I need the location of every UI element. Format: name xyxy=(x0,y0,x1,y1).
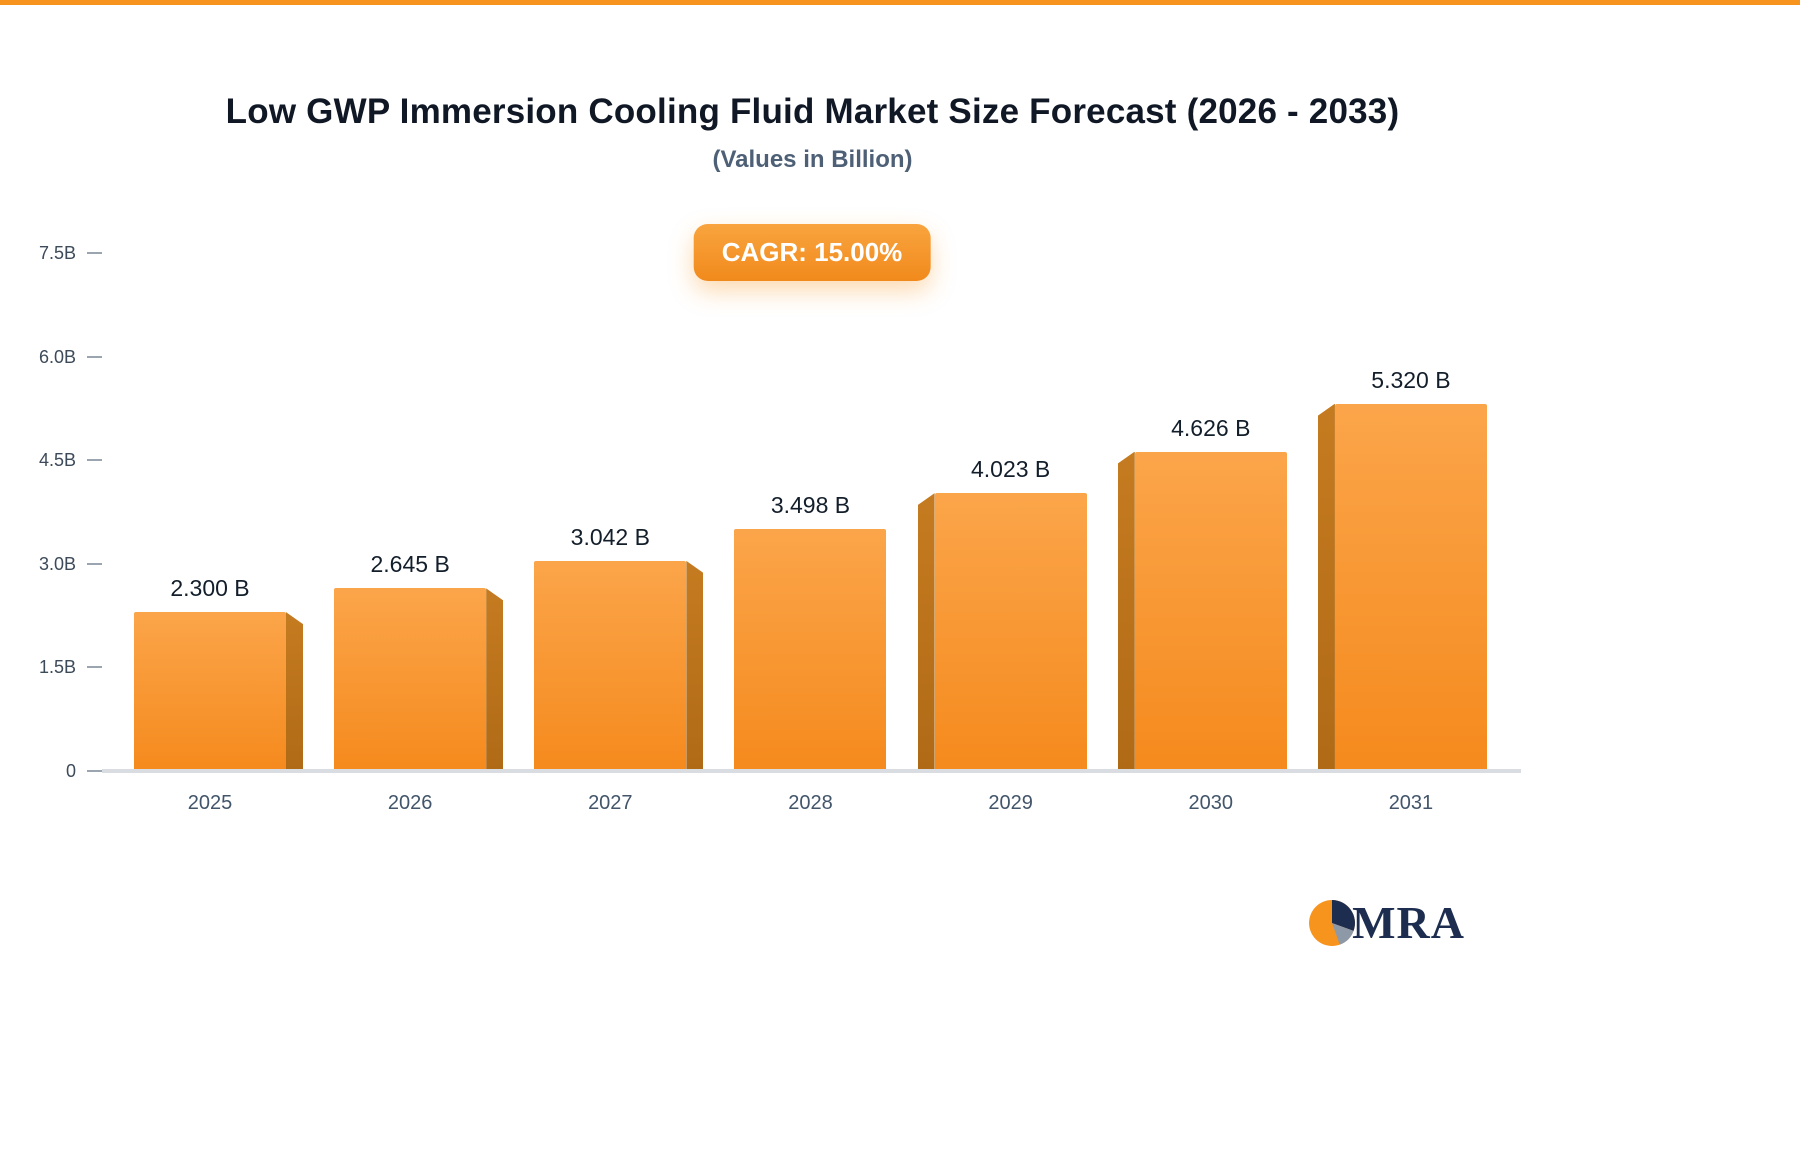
bar-2025[interactable] xyxy=(134,612,303,771)
bar-group: 2.645 B 2026 xyxy=(334,253,504,814)
bar-2028[interactable] xyxy=(734,529,887,771)
bar-value-label: 5.320 B xyxy=(1371,366,1451,393)
bar-group: 3.498 B 2028 xyxy=(734,253,887,814)
y-axis-tick-label: 3.0B xyxy=(38,553,76,574)
y-axis-tick-label: 1.5B xyxy=(38,657,76,678)
bar-group: 3.042 B 2027 xyxy=(534,253,704,814)
y-axis-tick-label: 7.5B xyxy=(38,243,76,263)
bar-value-label: 3.498 B xyxy=(770,492,851,519)
bar-2026[interactable] xyxy=(334,588,504,771)
x-axis-label: 2026 xyxy=(387,792,433,814)
bar-group: 4.626 B 2030 xyxy=(1117,253,1287,814)
x-axis-label: 2028 xyxy=(788,792,833,814)
y-axis-tick-mark xyxy=(87,355,102,358)
y-axis-tick-mark xyxy=(87,459,102,462)
mra-logo-pie-icon xyxy=(1309,899,1356,946)
bar-2029[interactable] xyxy=(917,493,1087,771)
chart-header: Low GWP Immersion Cooling Fluid Market S… xyxy=(110,92,1515,174)
top-accent-bar xyxy=(0,0,1800,5)
bar-value-label: 2.645 B xyxy=(370,551,450,578)
x-axis-label: 2029 xyxy=(988,792,1033,814)
bar-3d-side xyxy=(917,493,935,771)
chart-title: Low GWP Immersion Cooling Fluid Market S… xyxy=(225,92,1400,131)
y-axis-tick-mark xyxy=(87,562,102,565)
x-axis-label: 2031 xyxy=(1388,792,1434,814)
mra-logo-text: MRA xyxy=(1352,897,1465,948)
cagr-badge: CAGR: 15.00% xyxy=(693,224,931,281)
x-axis-label: 2027 xyxy=(588,792,633,814)
bar-2027[interactable] xyxy=(534,560,704,771)
y-axis-tick-label: 4.5B xyxy=(38,450,76,471)
bar-3d-side xyxy=(1117,451,1135,771)
y-axis-tick-label: 6.0B xyxy=(38,346,76,367)
bar-3d-side xyxy=(286,612,303,771)
bar-group: 4.023 B 2029 xyxy=(917,253,1087,814)
bar-value-label: 4.023 B xyxy=(970,456,1051,483)
y-axis-tick-mark xyxy=(87,770,102,772)
x-axis-label: 2030 xyxy=(1188,792,1234,814)
x-axis-label: 2025 xyxy=(187,792,233,814)
bar-value-label: 2.300 B xyxy=(170,575,250,602)
chart-subtitle: (Values in Billion) xyxy=(712,146,913,173)
y-axis-tick-mark xyxy=(87,252,102,254)
y-axis-tick-mark xyxy=(87,666,102,669)
bar-value-label: 4.626 B xyxy=(1171,414,1251,441)
bar-value-label: 3.042 B xyxy=(570,523,650,550)
bar-3d-side xyxy=(486,588,504,771)
bar-2030[interactable] xyxy=(1117,451,1287,771)
bar-2031[interactable] xyxy=(1317,403,1487,771)
mra-logo: MRA xyxy=(1308,896,1465,949)
bar-group: 2.300 B 2025 xyxy=(134,253,303,814)
bar-3d-side xyxy=(1317,403,1335,771)
y-axis-tick-label: 0 xyxy=(65,761,76,781)
bars-container: 2.300 B 2025 2.645 B 2026 3.042 B 2027 3.498 B… xyxy=(110,253,1515,814)
bar-group: 5.320 B 2031 xyxy=(1317,253,1487,814)
bar-3d-side xyxy=(686,560,704,771)
